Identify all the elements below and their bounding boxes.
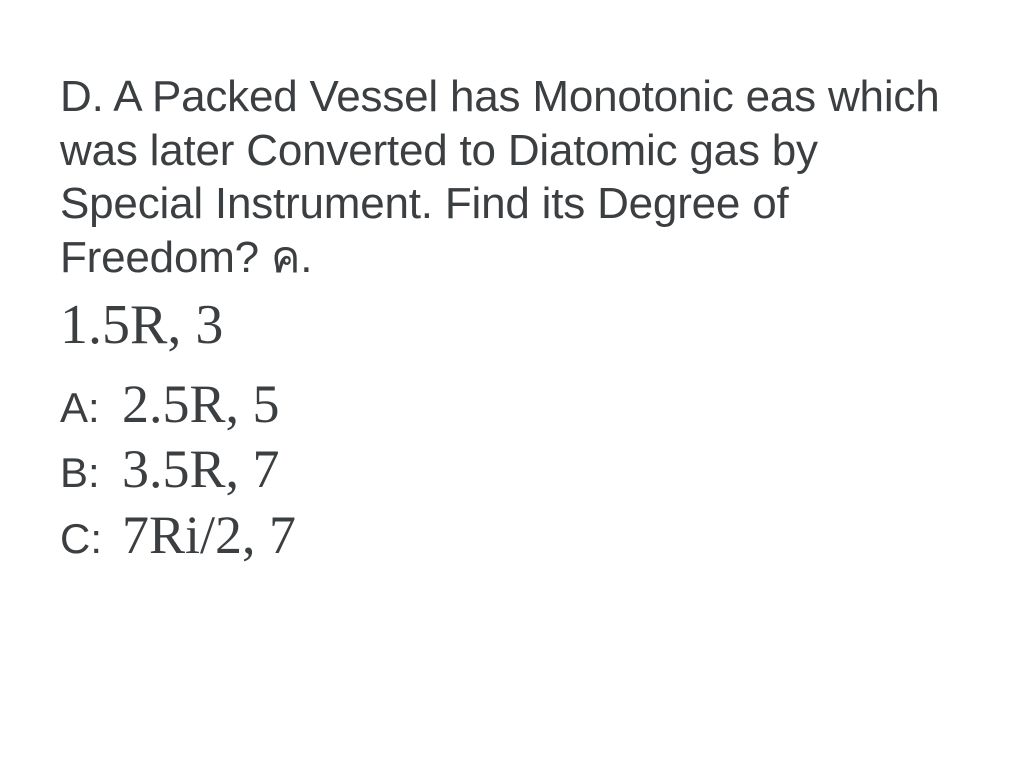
question-stem: D. A Packed Vessel has Monotonic eas whi… <box>60 70 964 285</box>
choice-b[interactable]: B: 3.5R, 7 <box>60 440 964 499</box>
choice-value: 2.5R, 5 <box>122 375 280 434</box>
choice-value: 7Ri/2, 7 <box>122 506 296 565</box>
choice-list: A: 2.5R, 5 B: 3.5R, 7 C: 7Ri/2, 7 <box>60 375 964 565</box>
choice-value: 3.5R, 7 <box>122 440 280 499</box>
question-page: D. A Packed Vessel has Monotonic eas whi… <box>0 0 1024 565</box>
choice-a[interactable]: A: 2.5R, 5 <box>60 375 964 434</box>
choice-c[interactable]: C: 7Ri/2, 7 <box>60 506 964 565</box>
question-label: D. <box>60 72 104 121</box>
question-text: A Packed Vessel has Monotonic eas which … <box>60 72 939 282</box>
question-given-value: 1.5R, 3 <box>60 293 964 357</box>
choice-letter: B: <box>60 449 108 497</box>
choice-letter: C: <box>60 515 108 563</box>
choice-letter: A: <box>60 384 108 432</box>
